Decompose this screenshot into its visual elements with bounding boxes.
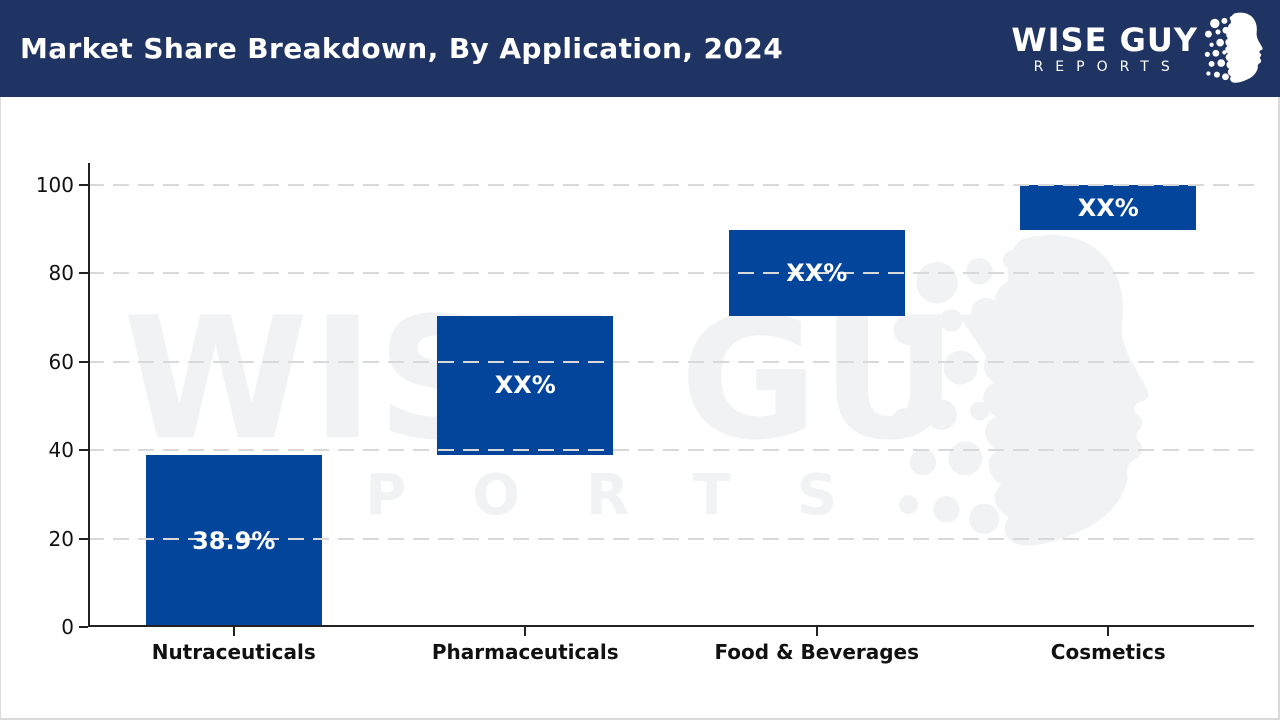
y-tick-mark	[79, 537, 88, 540]
y-tick-label: 40	[48, 438, 74, 463]
page-title: Market Share Breakdown, By Application, …	[20, 32, 784, 65]
bar-value-label: XX%	[494, 371, 556, 400]
y-tick-mark	[79, 626, 88, 628]
y-tick-mark	[79, 272, 88, 275]
bar-value-label: XX%	[786, 258, 848, 287]
x-tick-mark	[815, 627, 818, 636]
gridline-40	[88, 449, 1256, 452]
y-tick-label: 80	[48, 261, 74, 286]
bar-Nutraceuticals	[145, 455, 322, 627]
logo-brand-name: WISE GUY	[1011, 20, 1198, 59]
bar-Pharmaceuticals	[437, 315, 614, 456]
gridline-100	[88, 184, 1256, 186]
y-tick-label: 100	[35, 173, 74, 197]
bar-value-label: XX%	[1077, 193, 1139, 222]
y-tick-label: 60	[48, 349, 74, 374]
x-axis-label: Cosmetics	[1050, 640, 1166, 664]
x-axis-label: Pharmaceuticals	[431, 640, 619, 664]
logo-subtitle: REPORTS	[1033, 58, 1182, 75]
x-tick-mark	[1107, 627, 1110, 636]
y-tick-label: 0	[61, 615, 74, 639]
y-tick-mark	[79, 360, 88, 363]
watermark-face-icon	[892, 234, 1149, 546]
y-tick-mark	[79, 449, 88, 452]
x-tick-mark	[524, 627, 527, 636]
wiseguy-face-icon	[1204, 12, 1263, 83]
x-axis-label: Food & Beverages	[714, 640, 920, 664]
report-header: Market Share Breakdown, By Application, …	[0, 0, 1280, 97]
logo-wordmark: WISE GUY REPORTS	[1011, 24, 1198, 74]
gridline-80	[88, 272, 1256, 275]
y-tick-label: 20	[48, 526, 74, 551]
gridline-20	[88, 537, 1256, 540]
bar-value-label: 38.9%	[192, 527, 276, 556]
bar-Cosmetics	[1020, 185, 1197, 231]
x-tick-mark	[232, 627, 235, 636]
x-axis-line	[88, 625, 1254, 627]
wiseguy-logo: WISE GUY REPORTS	[1011, 10, 1266, 88]
y-axis-line	[88, 163, 90, 627]
x-axis-label: Nutraceuticals	[151, 640, 316, 664]
gridline-60	[88, 360, 1256, 363]
y-tick-mark	[79, 184, 88, 186]
